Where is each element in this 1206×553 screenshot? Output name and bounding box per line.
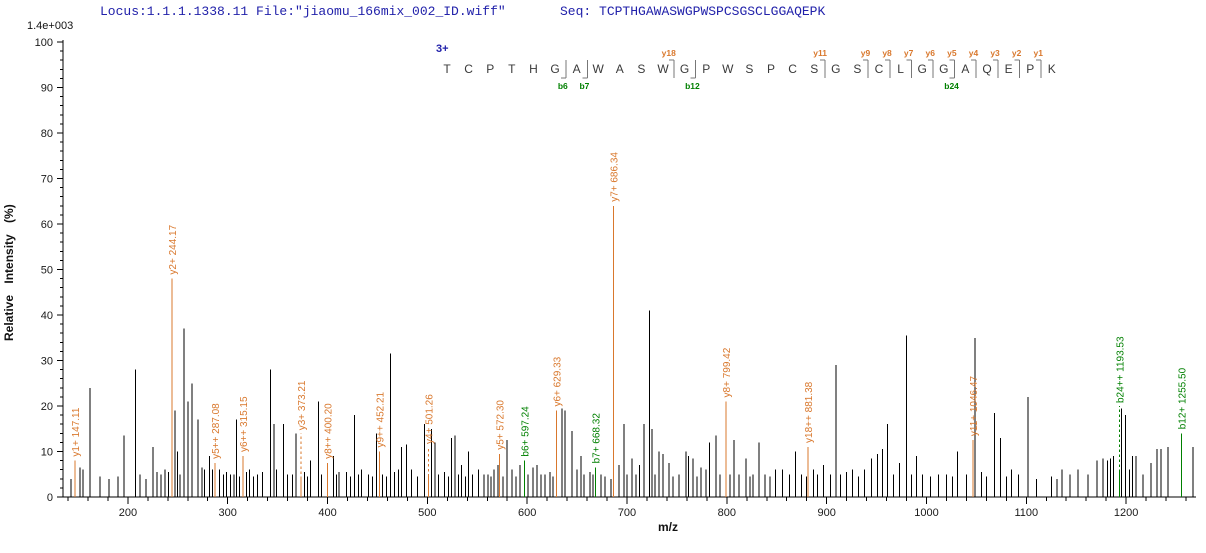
y-tick-label: 70 (41, 174, 53, 186)
peak-annotation-label: y1+ 147.11 (71, 407, 82, 456)
y-tick-label: 20 (41, 401, 53, 413)
precursor-charge-label: 3+ (436, 43, 449, 55)
sequence-residue: P (486, 62, 494, 76)
sequence-residue: T (443, 62, 451, 76)
peak-annotation-label: y11+ 1046.47 (969, 376, 980, 437)
x-axis-title: m/z (657, 520, 678, 534)
ladder-y-label: y1 (1034, 48, 1044, 58)
x-tick-label: 600 (518, 507, 536, 519)
sequence-residue: P (702, 62, 710, 76)
sequence-residue: H (529, 62, 538, 76)
x-tick-label: 500 (418, 507, 436, 519)
peak-annotation-label: y7+ 686.34 (609, 152, 620, 202)
y-tick-label: 80 (41, 128, 53, 140)
max-intensity-label: 1.4e+003 (27, 20, 74, 32)
sequence-residue: A (573, 62, 581, 76)
peak-annotation-label: b24++ 1193.53 (1116, 336, 1127, 403)
peak-annotation-label: y4+ 501.26 (425, 394, 436, 444)
x-tick-label: 700 (618, 507, 636, 519)
y-tick-label: 40 (41, 310, 53, 322)
x-tick-label: 1200 (1114, 507, 1138, 519)
peak-annotation-label: y5++ 287.08 (211, 403, 222, 459)
ladder-y-label: y2 (1012, 48, 1022, 58)
ladder-y-label: y8 (882, 48, 892, 58)
peak-annotation-label: y6++ 315.15 (239, 396, 250, 452)
ladder-y-label: y5 (947, 48, 957, 58)
peak-annotation-label: y8++ 400.20 (324, 403, 335, 459)
peak-annotation-label: y5+ 572.30 (496, 400, 507, 450)
ladder-y-label: y4 (969, 48, 979, 58)
sequence-residue: A (961, 62, 969, 76)
peak-annotation-label: b6+ 597.24 (520, 406, 531, 457)
sequence-residue: K (1048, 62, 1056, 76)
x-tick-label: 1000 (914, 507, 938, 519)
peak-annotation-label: y18++ 881.38 (804, 381, 815, 443)
peak-annotation-label: y8+ 799.42 (722, 347, 733, 397)
x-tick-label: 900 (817, 507, 835, 519)
sequence-residue: T (508, 62, 516, 76)
ladder-y-label: y11 (813, 48, 827, 58)
sequence-residue: C (464, 62, 473, 76)
sequence-residue: G (918, 62, 927, 76)
sequence-residue: W (593, 62, 605, 76)
sequence-residue: Q (982, 62, 991, 76)
y-tick-label: 100 (35, 37, 53, 49)
y-tick-label: 50 (41, 265, 53, 277)
sequence-residue: L (897, 62, 904, 76)
ladder-b-label: b12 (685, 81, 700, 91)
sequence-residue: P (767, 62, 775, 76)
peak-annotation-label: y2+ 244.17 (168, 224, 179, 274)
locus-file-label: Locus:1.1.1.1338.11 File:"jiaomu_166mix_… (100, 4, 506, 19)
sequence-residue: C (788, 62, 797, 76)
ladder-y-label: y9 (861, 48, 871, 58)
sequence-residue: W (657, 62, 669, 76)
sequence-residue: S (810, 62, 818, 76)
sequence-residue: G (939, 62, 948, 76)
y-tick-label: 30 (41, 356, 53, 368)
y-tick-label: 0 (47, 492, 53, 504)
peak-annotation-label: y3+ 373.21 (297, 380, 308, 430)
sequence-residue: A (616, 62, 624, 76)
peak-annotation-label: b7+ 668.32 (591, 413, 602, 464)
ladder-b-label: b6 (558, 81, 568, 91)
sequence-residue: C (875, 62, 884, 76)
sequence-residue: S (853, 62, 861, 76)
seq-value: TCPTHGAWASWGPWSPCSGSCLGGAQEPK (599, 4, 826, 19)
sequence-residue: S (637, 62, 645, 76)
sequence-residue: E (1005, 62, 1013, 76)
ladder-b-label: b24 (944, 81, 959, 91)
peak-annotation-label: y6+ 629.33 (552, 356, 563, 406)
x-tick-label: 1100 (1014, 507, 1038, 519)
y-tick-label: 60 (41, 219, 53, 231)
ladder-b-label: b7 (579, 81, 589, 91)
x-tick-label: 800 (718, 507, 736, 519)
y-tick-label: 90 (41, 83, 53, 95)
sequence-residue: G (831, 62, 840, 76)
sequence-residue: S (745, 62, 753, 76)
sequence-header: Seq: TCPTHGAWASWGPWSPCSGSCLGGAQEPK (560, 4, 825, 19)
y-tick-label: 10 (41, 447, 53, 459)
peak-annotation-label: b12+ 1255.50 (1178, 367, 1189, 429)
sequence-residue: G (680, 62, 689, 76)
sequence-residue: G (550, 62, 559, 76)
x-tick-label: 200 (119, 507, 137, 519)
x-tick-label: 400 (318, 507, 336, 519)
ladder-y-label: y6 (926, 48, 936, 58)
ladder-y-label: y18 (662, 48, 676, 58)
ladder-y-label: y3 (990, 48, 1000, 58)
x-tick-label: 300 (219, 507, 237, 519)
sequence-residue: P (1026, 62, 1034, 76)
peak-annotation-label: y9++ 452.21 (376, 391, 387, 447)
sequence-residue: W (722, 62, 734, 76)
seq-label: Seq: (560, 4, 592, 19)
ladder-y-label: y7 (904, 48, 914, 58)
